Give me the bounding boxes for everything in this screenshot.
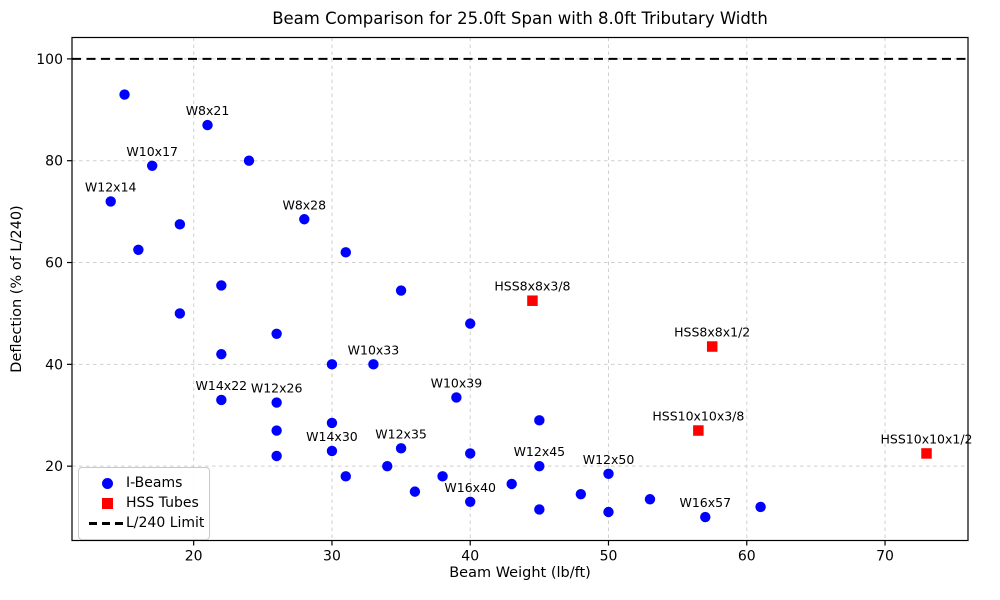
x-tick-label: 60 <box>738 549 756 565</box>
legend: I-Beams HSS Tubes L/240 Limit <box>78 467 210 540</box>
i-beam-point <box>644 494 656 505</box>
i-beam-point <box>603 506 614 518</box>
i-beam-point <box>326 417 338 429</box>
y-tick-label: 20 <box>45 459 63 475</box>
hss-point <box>921 448 932 459</box>
i-beam-point <box>395 443 407 454</box>
legend-label: HSS Tubes <box>126 495 199 511</box>
i-beam-point <box>534 460 545 472</box>
i-beam-point <box>326 359 338 370</box>
legend-item-hss-tubes: HSS Tubes <box>79 493 209 513</box>
point-annotation: W12x50 <box>583 452 635 467</box>
i-beam-point <box>534 415 545 426</box>
point-annotation: W10x33 <box>348 342 400 357</box>
legend-label: L/240 Limit <box>126 515 205 531</box>
i-beam-point <box>299 214 310 225</box>
point-annotation: W10x17 <box>126 144 178 159</box>
chart-title: Beam Comparison for 25.0ft Span with 8.0… <box>272 9 768 28</box>
point-annotation: W12x26 <box>251 381 303 396</box>
i-beam-point <box>575 488 587 500</box>
y-tick-label: 100 <box>36 52 63 68</box>
point-annotation: HSS10x10x1/2 <box>881 431 973 446</box>
point-annotation: HSS8x8x3/8 <box>494 279 570 294</box>
x-tick-label: 50 <box>600 549 618 565</box>
i-beam-point <box>603 468 614 480</box>
legend-label: I-Beams <box>126 475 183 491</box>
point-annotation: W16x40 <box>444 480 496 495</box>
i-beam-point <box>174 219 186 230</box>
point-annotation: W12x35 <box>375 426 427 441</box>
point-annotation: HSS10x10x3/8 <box>652 409 744 424</box>
x-tick-label: 70 <box>876 549 894 565</box>
dashed-line-icon <box>88 521 126 525</box>
point-annotation: W16x57 <box>679 495 731 510</box>
i-beam-point <box>506 478 517 490</box>
hss-point <box>527 295 538 306</box>
i-beam-point <box>700 511 711 523</box>
hss-point <box>706 341 718 352</box>
point-annotation: W12x45 <box>514 444 566 459</box>
i-beam-point <box>755 501 766 513</box>
i-beam-point <box>409 486 421 497</box>
point-annotation: W10x39 <box>431 375 483 390</box>
x-tick-label: 30 <box>323 549 341 565</box>
point-annotation: W8x28 <box>282 197 326 212</box>
y-tick-label: 40 <box>45 357 63 373</box>
i-beam-point <box>395 285 407 296</box>
point-annotation: W8x21 <box>186 103 230 118</box>
i-beam-point <box>368 359 379 370</box>
i-beam-point <box>146 160 158 171</box>
i-beam-point <box>202 119 213 131</box>
y-tick-label: 80 <box>45 154 63 170</box>
point-annotation: HSS8x8x1/2 <box>674 325 750 340</box>
i-beam-point <box>465 496 476 508</box>
i-beam-point <box>119 89 130 100</box>
i-beam-point <box>243 155 255 166</box>
i-beam-point <box>271 425 282 436</box>
hss-point <box>693 425 704 436</box>
hss-marker-icon <box>88 497 126 509</box>
i-beam-marker-icon <box>88 477 126 489</box>
i-beam-point <box>437 471 448 482</box>
i-beam-point <box>465 318 476 329</box>
legend-item-i-beams: I-Beams <box>79 473 209 493</box>
y-axis-label: Deflection (% of L/240) <box>9 205 25 373</box>
i-beam-point <box>340 247 351 258</box>
i-beam-point <box>216 280 227 291</box>
x-tick-label: 20 <box>185 549 203 565</box>
point-annotation: W14x22 <box>196 378 248 393</box>
i-beam-point <box>271 397 282 408</box>
i-beam-point <box>326 445 338 457</box>
x-tick-label: 40 <box>461 549 479 565</box>
i-beam-point <box>340 471 351 482</box>
i-beam-point <box>465 448 476 459</box>
i-beam-point <box>271 450 282 462</box>
i-beam-point <box>451 392 462 403</box>
i-beam-point <box>105 196 116 207</box>
i-beam-point <box>174 308 186 319</box>
i-beam-point <box>216 348 227 360</box>
axes-spines <box>71 36 969 542</box>
point-annotation: W12x14 <box>85 179 137 194</box>
i-beam-point <box>133 244 144 255</box>
i-beam-point <box>534 504 545 515</box>
point-annotation: W14x30 <box>306 429 358 444</box>
i-beam-point <box>216 394 227 406</box>
i-beam-point <box>271 328 282 340</box>
y-tick-label: 60 <box>45 256 63 272</box>
x-axis-label: Beam Weight (lb/ft) <box>449 565 591 581</box>
legend-item-limit: L/240 Limit <box>79 513 209 533</box>
i-beam-point <box>382 460 393 472</box>
